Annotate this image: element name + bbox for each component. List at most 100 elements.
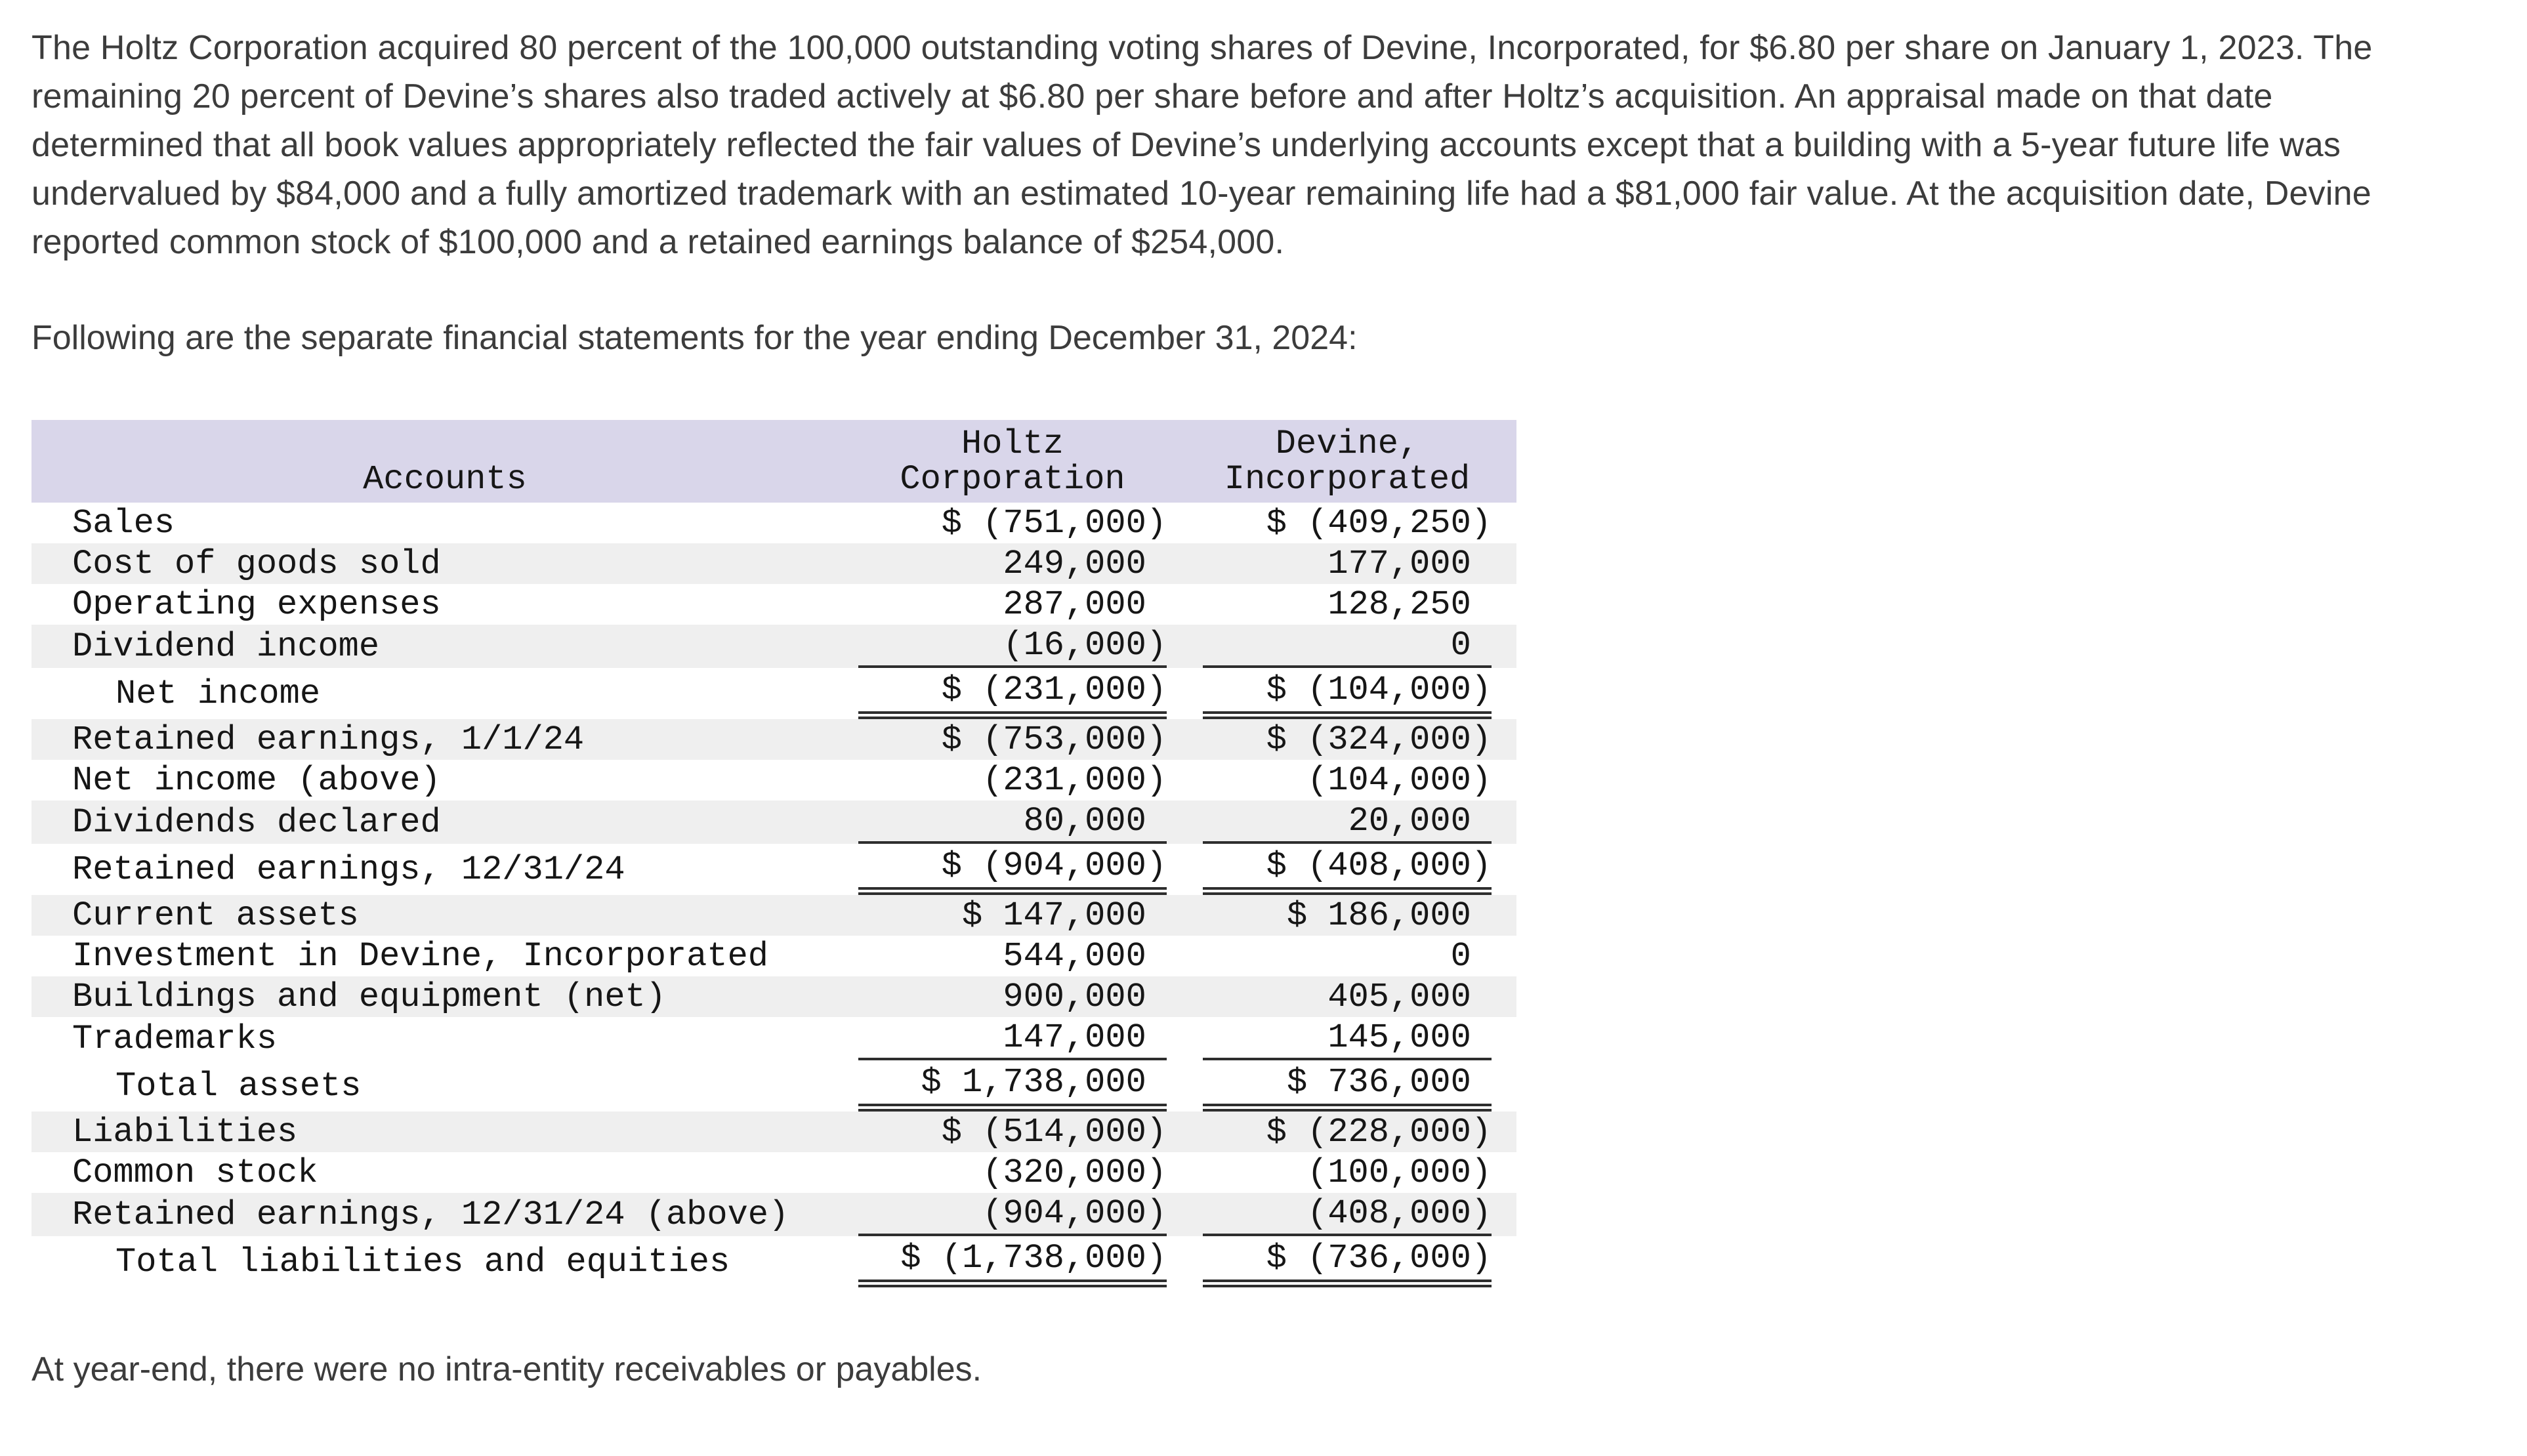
holtz-cell: 249,000 (858, 543, 1167, 584)
table-row: Net income $ (231,000) $ (104,000) (31, 668, 1516, 719)
devine-amount: $ (104,000) (1266, 670, 1492, 709)
devine-cell: $ 186,000 (1203, 895, 1492, 936)
table-row: Operating expenses 287,000 128,250 (31, 584, 1516, 625)
holtz-cell: (904,000) (858, 1193, 1167, 1236)
account-label: Dividend income (72, 627, 380, 666)
holtz-cell: (16,000) (858, 625, 1167, 668)
holtz-amount: (320,000) (982, 1153, 1167, 1192)
year-end-note: At year-end, there were no intra-entity … (31, 1350, 982, 1388)
holtz-cell: $ (751,000) (858, 503, 1167, 543)
holtz-amount: $ (231,000) (941, 670, 1167, 709)
holtz-cell: 80,000 (858, 801, 1167, 844)
account-label: Common stock (72, 1153, 318, 1192)
problem-statement: The Holtz Corporation acquired 80 percen… (31, 29, 2373, 261)
devine-amount: $ (324,000) (1266, 720, 1492, 759)
holtz-amount: (231,000) (982, 760, 1167, 800)
account-label: Trademarks (72, 1019, 278, 1058)
account-label: Operating expenses (72, 585, 441, 624)
account-label: Sales (72, 503, 175, 543)
table-row: Trademarks 147,000 145,000 (31, 1017, 1516, 1060)
account-label: Total assets (115, 1066, 362, 1106)
table-row: Total assets $ 1,738,000 $ 736,000 (31, 1060, 1516, 1112)
table-row: Dividends declared 80,000 20,000 (31, 801, 1516, 844)
account-label: Investment in Devine, Incorporated (72, 936, 768, 976)
devine-amount: 177,000 (1327, 544, 1471, 583)
holtz-amount: (16,000) (1003, 625, 1167, 665)
table-row: Common stock (320,000) (100,000) (31, 1152, 1516, 1193)
table-row: Total liabilities and equities $ (1,738,… (31, 1236, 1516, 1287)
devine-cell: (104,000) (1203, 760, 1492, 801)
holtz-amount: $ (753,000) (941, 720, 1167, 759)
holtz-cell: (231,000) (858, 760, 1167, 801)
holtz-amount: $ 147,000 (961, 896, 1146, 935)
devine-cell: $ (324,000) (1203, 719, 1492, 760)
devine-amount: (100,000) (1307, 1153, 1492, 1192)
devine-cell: 177,000 (1203, 543, 1492, 584)
devine-amount: $ 736,000 (1286, 1062, 1471, 1102)
devine-cell: 20,000 (1203, 801, 1492, 844)
holtz-amount: $ (514,000) (941, 1112, 1167, 1152)
devine-amount: $ (408,000) (1266, 846, 1492, 885)
account-label: Current assets (72, 896, 359, 935)
column-header-holtz-line1: Holtz (961, 425, 1064, 463)
devine-amount: 405,000 (1327, 977, 1471, 1016)
devine-cell: 405,000 (1203, 976, 1492, 1017)
column-header-accounts: Accounts (363, 460, 527, 499)
holtz-amount: 544,000 (1003, 936, 1146, 976)
holtz-cell: 287,000 (858, 584, 1167, 625)
table-row: Current assets $ 147,000 $ 186,000 (31, 895, 1516, 936)
holtz-amount: $ 1,738,000 (921, 1062, 1146, 1102)
holtz-cell: $ (1,738,000) (858, 1236, 1167, 1287)
account-label: Dividends declared (72, 802, 441, 842)
problem-page: The Holtz Corporation acquired 80 percen… (31, 29, 2373, 1388)
holtz-amount: 287,000 (1003, 585, 1146, 624)
table-row: Sales $ (751,000) $ (409,250) (31, 503, 1516, 543)
holtz-amount: (904,000) (982, 1194, 1167, 1233)
devine-amount: 145,000 (1327, 1018, 1471, 1057)
devine-amount: 0 (1450, 936, 1471, 976)
column-header-holtz-line2: Corporation (900, 460, 1125, 499)
holtz-amount: $ (904,000) (941, 846, 1167, 885)
table-header-row: Accounts Holtz Corporation Devine, Incor… (31, 420, 1516, 503)
holtz-cell: 147,000 (858, 1017, 1167, 1060)
devine-cell: 128,250 (1203, 584, 1492, 625)
devine-cell: (408,000) (1203, 1193, 1492, 1236)
holtz-cell: 900,000 (858, 976, 1167, 1017)
holtz-cell: $ (231,000) (858, 668, 1167, 719)
holtz-amount: 80,000 (1023, 801, 1146, 841)
devine-cell: $ (408,000) (1203, 844, 1492, 895)
table-row: Retained earnings, 12/31/24 (above) (904… (31, 1193, 1516, 1236)
devine-amount: 20,000 (1348, 801, 1471, 841)
devine-amount: 128,250 (1327, 585, 1471, 624)
holtz-amount: 147,000 (1003, 1018, 1146, 1057)
devine-cell: 0 (1203, 936, 1492, 976)
devine-cell: $ (104,000) (1203, 668, 1492, 719)
account-label: Buildings and equipment (net) (72, 977, 666, 1016)
account-label: Retained earnings, 12/31/24 (above) (72, 1195, 789, 1234)
devine-cell: $ (736,000) (1203, 1236, 1492, 1287)
column-header-devine-line1: Devine, (1275, 425, 1419, 463)
account-label: Retained earnings, 12/31/24 (72, 850, 625, 889)
table-row: Retained earnings, 12/31/24 $ (904,000) … (31, 844, 1516, 895)
holtz-cell: $ (514,000) (858, 1112, 1167, 1152)
holtz-amount: $ (751,000) (941, 503, 1167, 543)
holtz-cell: $ (753,000) (858, 719, 1167, 760)
table-row: Cost of goods sold 249,000 177,000 (31, 543, 1516, 584)
devine-cell: $ (409,250) (1203, 503, 1492, 543)
table-row: Dividend income (16,000) 0 (31, 625, 1516, 668)
column-header-devine-line2: Incorporated (1224, 460, 1471, 499)
devine-cell: 0 (1203, 625, 1492, 668)
devine-cell: 145,000 (1203, 1017, 1492, 1060)
account-label: Liabilities (72, 1112, 298, 1152)
account-label: Retained earnings, 1/1/24 (72, 720, 585, 759)
devine-amount: $ 186,000 (1286, 896, 1471, 935)
devine-amount: (104,000) (1307, 760, 1492, 800)
account-label: Cost of goods sold (72, 544, 441, 583)
statements-intro: Following are the separate financial sta… (31, 319, 1358, 357)
devine-cell: $ (228,000) (1203, 1112, 1492, 1152)
column-header-holtz: Holtz Corporation (858, 426, 1167, 497)
table-row: Investment in Devine, Incorporated 544,0… (31, 936, 1516, 976)
holtz-cell: $ 1,738,000 (858, 1060, 1167, 1112)
holtz-amount: $ (1,738,000) (900, 1238, 1167, 1278)
account-label: Total liabilities and equities (115, 1242, 730, 1281)
